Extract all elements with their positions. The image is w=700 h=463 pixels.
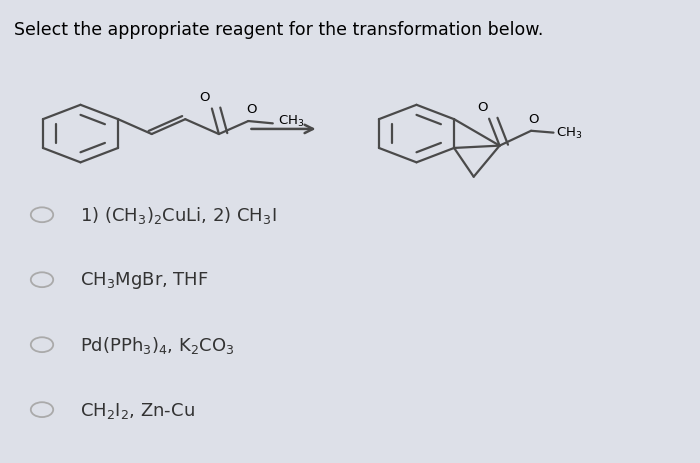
Text: CH$_2$I$_2$, Zn-Cu: CH$_2$I$_2$, Zn-Cu xyxy=(80,400,195,420)
Text: Pd(PPh$_3$)$_4$, K$_2$CO$_3$: Pd(PPh$_3$)$_4$, K$_2$CO$_3$ xyxy=(80,334,235,356)
Text: 1) (CH$_3$)$_2$CuLi, 2) CH$_3$I: 1) (CH$_3$)$_2$CuLi, 2) CH$_3$I xyxy=(80,205,277,226)
Text: CH$_3$: CH$_3$ xyxy=(556,126,582,141)
Text: O: O xyxy=(246,103,257,116)
Text: O: O xyxy=(528,113,538,126)
Text: O: O xyxy=(199,91,210,104)
Text: CH$_3$MgBr, THF: CH$_3$MgBr, THF xyxy=(80,269,209,291)
Text: O: O xyxy=(477,101,487,114)
Text: Select the appropriate reagent for the transformation below.: Select the appropriate reagent for the t… xyxy=(14,21,543,39)
Text: CH$_3$: CH$_3$ xyxy=(278,113,304,128)
